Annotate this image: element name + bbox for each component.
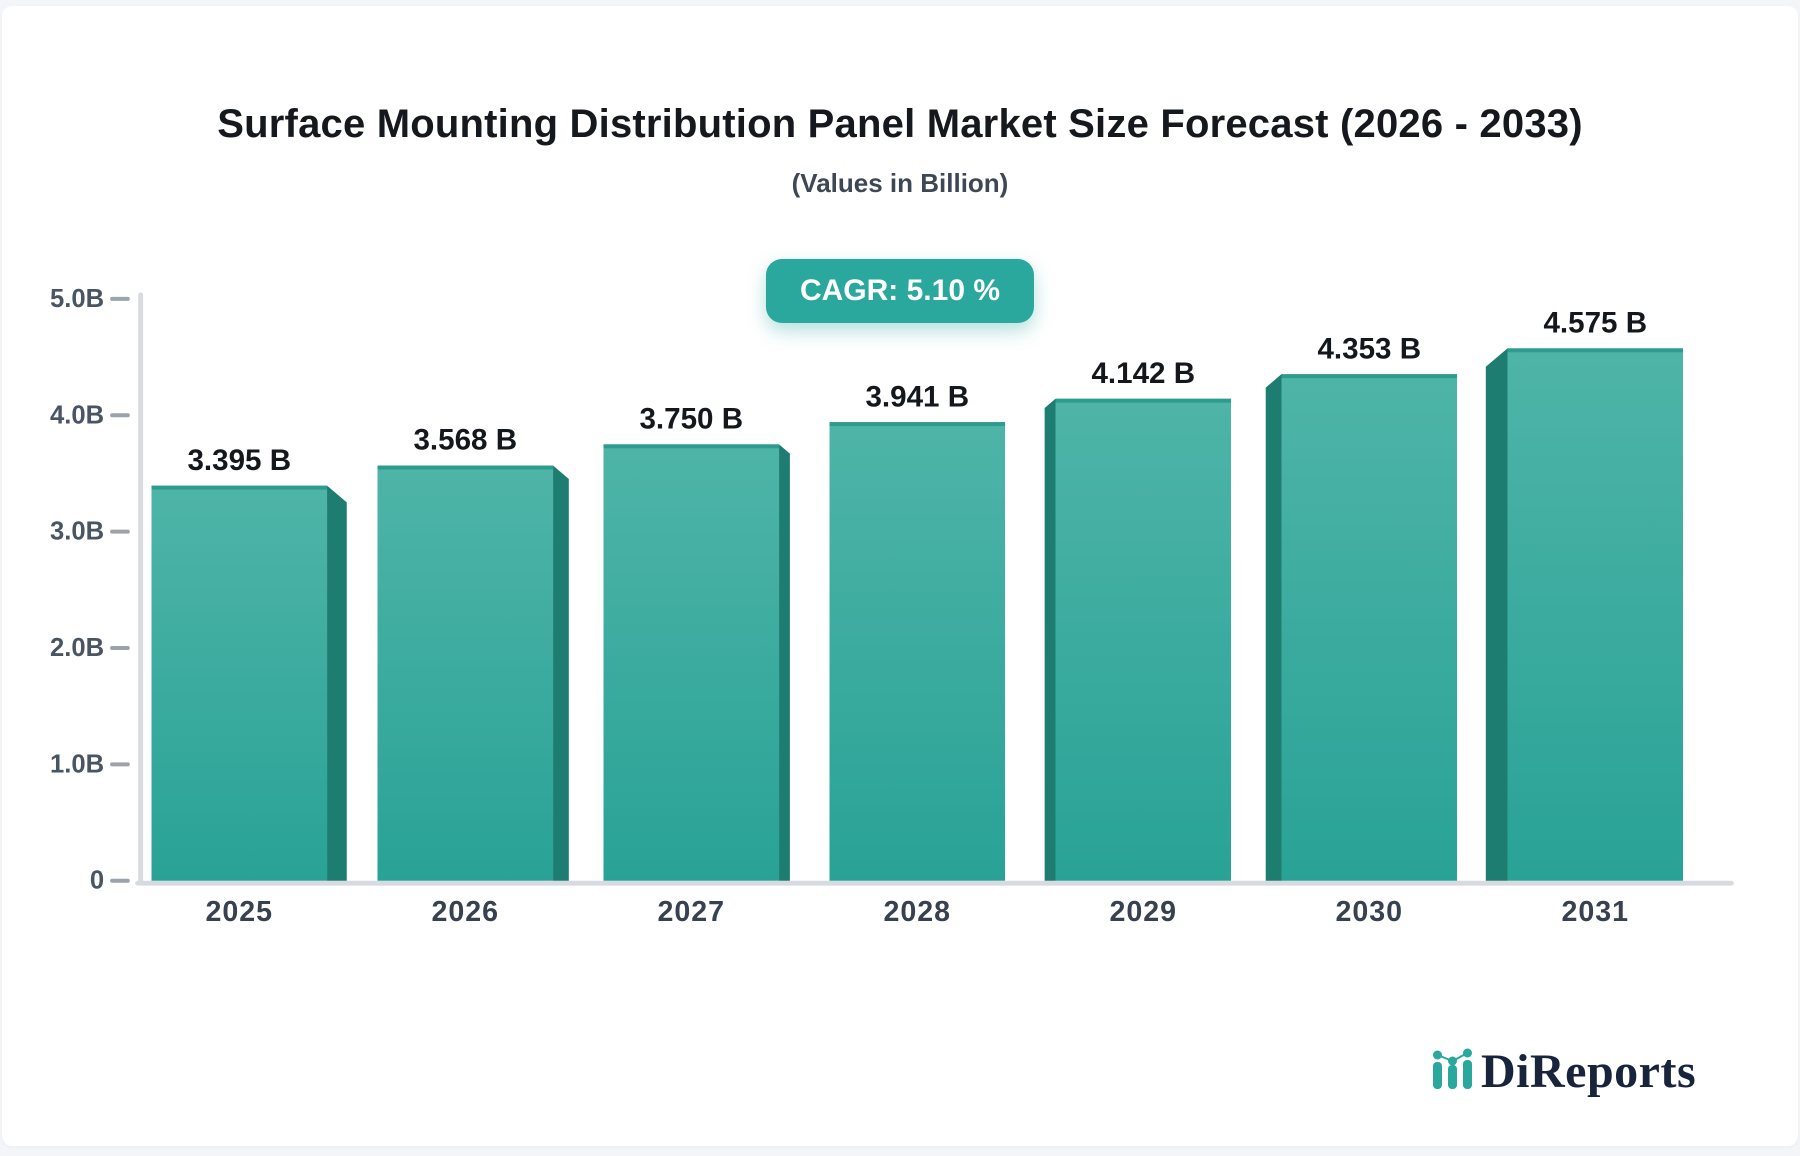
bar-front-face [1507, 348, 1684, 881]
bar-chart-trend-logo-icon [1433, 1048, 1472, 1089]
bar-value-label: 3.750 B [639, 403, 743, 436]
bar-front-face [603, 444, 780, 881]
bar-side-face [1485, 348, 1508, 881]
y-tick-label: 5.0B [50, 285, 104, 313]
bar-side-face [1044, 398, 1056, 881]
bar-front-face [1281, 374, 1458, 881]
bar-front-face [1055, 398, 1232, 881]
bar-top-edge [1281, 374, 1458, 379]
x-category-label: 2026 [432, 896, 500, 928]
x-category-label: 2031 [1561, 896, 1629, 928]
bar-side-face [779, 444, 790, 881]
y-tick-label: 2.0B [50, 634, 104, 662]
market-size-bar-chart: 5.0B 4.0B 3.0B 2.0B 1.0B 0 3.395 B 2025 3.568 B 2… [50, 285, 1734, 928]
bar-top-edge [1507, 348, 1684, 353]
bar-2031: 4.575 B 2031 [1485, 307, 1684, 928]
bar-top-edge [603, 444, 780, 449]
bar-side-face [327, 485, 347, 881]
bar-2028: 3.941 B 2028 [829, 380, 1006, 928]
x-category-label: 2028 [884, 896, 952, 928]
bar-value-label: 3.568 B [413, 424, 517, 457]
bar-top-edge [377, 465, 554, 470]
bar-2030: 4.353 B 2030 [1265, 332, 1458, 928]
bar-top-edge [829, 422, 1006, 427]
bar-side-face [1265, 374, 1282, 881]
bar-value-label: 3.941 B [865, 380, 969, 413]
x-category-label: 2025 [206, 896, 274, 928]
y-tick-label: 1.0B [50, 750, 104, 778]
bar-front-face [377, 465, 554, 881]
bar-2026: 3.568 B 2026 [377, 424, 569, 928]
y-tick-label: 4.0B [50, 401, 104, 429]
x-category-label: 2030 [1335, 896, 1403, 928]
bar-value-label: 3.395 B [187, 444, 291, 477]
bar-side-face [553, 465, 569, 881]
bar-top-edge [151, 485, 328, 490]
bar-2027: 3.750 B 2027 [603, 403, 790, 928]
x-category-label: 2029 [1110, 896, 1178, 928]
bar-front-face [829, 422, 1006, 881]
y-tick-label: 3.0B [50, 518, 104, 546]
bar-value-label: 4.575 B [1543, 307, 1647, 340]
bar-2029: 4.142 B 2029 [1044, 357, 1232, 928]
logo-text: DiReports [1481, 1045, 1697, 1098]
bar-value-label: 4.142 B [1091, 357, 1195, 390]
chart-title: Surface Mounting Distribution Panel Mark… [217, 102, 1583, 146]
bar-2025: 3.395 B 2025 [151, 444, 347, 928]
chart-subtitle: (Values in Billion) [791, 168, 1009, 198]
direports-logo: DiReports [1432, 1044, 1696, 1100]
bar-value-label: 4.353 B [1317, 332, 1421, 365]
cagr-badge: CAGR: 5.10 % [765, 259, 1035, 323]
x-category-label: 2027 [658, 896, 726, 928]
chart-card: Surface Mounting Distribution Panel Mark… [2, 6, 1798, 1146]
bar-front-face [151, 485, 328, 881]
y-tick-label: 0 [90, 867, 104, 895]
bar-top-edge [1055, 398, 1232, 403]
